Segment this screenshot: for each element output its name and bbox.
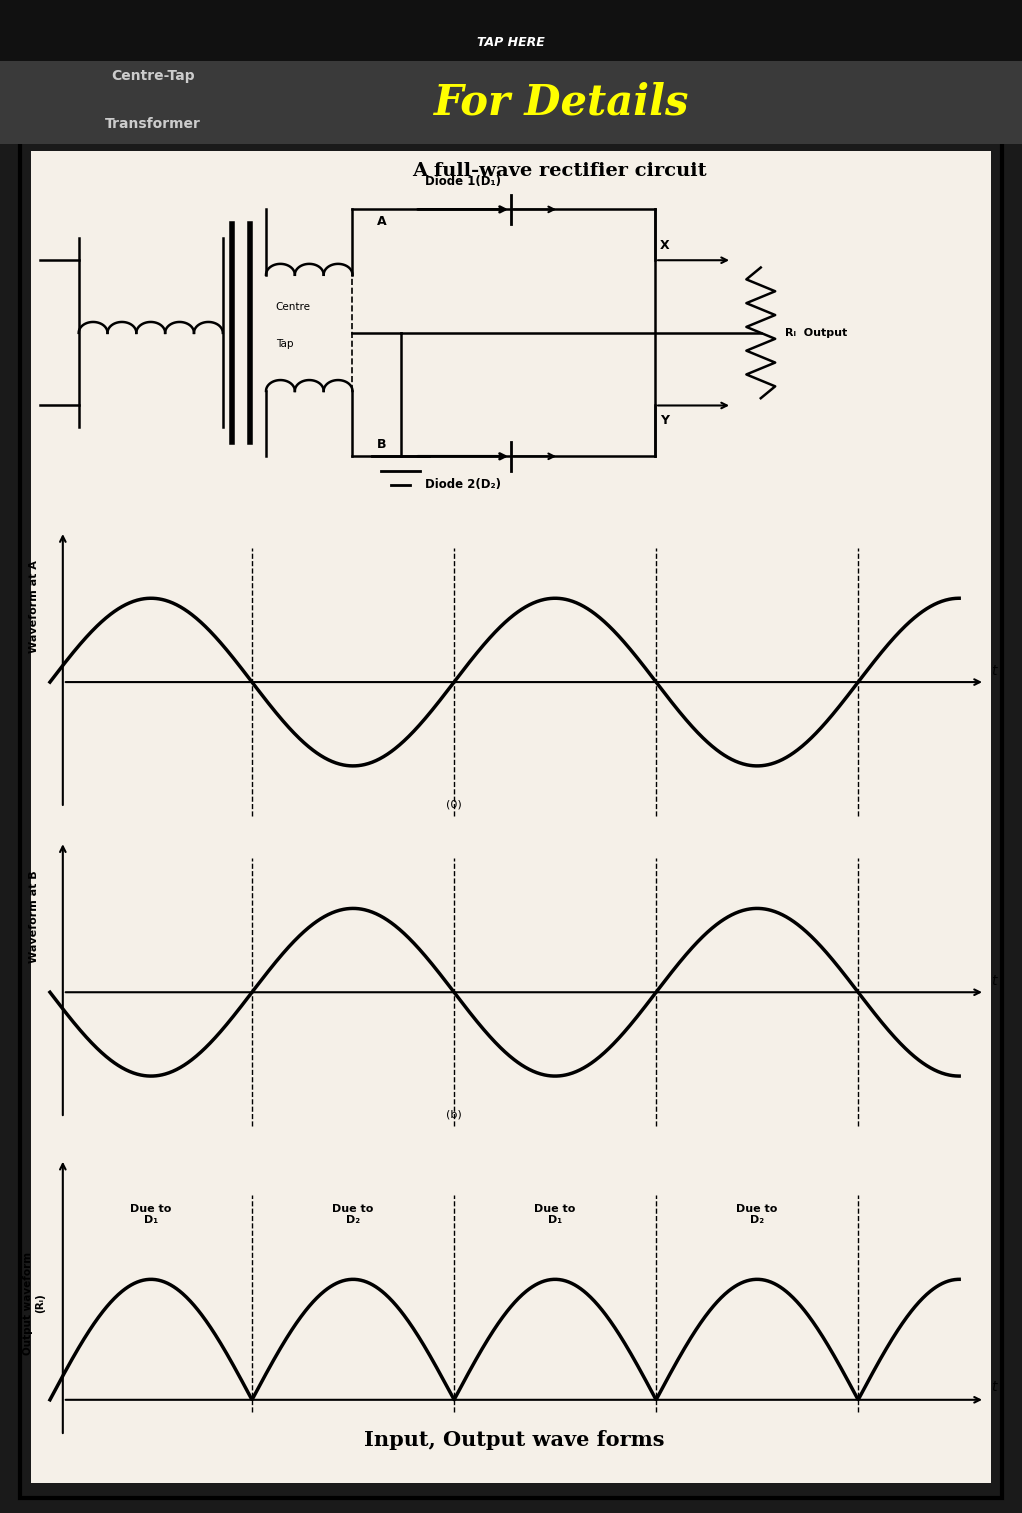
Text: For Details: For Details	[434, 82, 690, 124]
Text: Due to
D₂: Due to D₂	[737, 1203, 778, 1226]
Text: Y: Y	[660, 415, 669, 427]
Text: (b): (b)	[447, 1111, 462, 1120]
Text: A full-wave rectifier circuit: A full-wave rectifier circuit	[412, 162, 706, 180]
Text: Waveform at B: Waveform at B	[29, 870, 39, 964]
Text: t: t	[991, 1380, 996, 1393]
Text: Transformer: Transformer	[105, 117, 201, 132]
Bar	[31, 151, 991, 1483]
Text: t: t	[991, 664, 996, 678]
Text: A: A	[376, 215, 386, 228]
Text: Centre: Centre	[276, 303, 311, 313]
Text: Input, Output wave forms: Input, Output wave forms	[365, 1430, 665, 1451]
Text: TAP HERE: TAP HERE	[477, 36, 545, 48]
Text: Due to
D₁: Due to D₁	[130, 1203, 172, 1226]
Text: B: B	[376, 437, 386, 451]
Text: t: t	[991, 974, 996, 988]
Bar	[0, 0, 1022, 144]
Bar	[0, 0, 1022, 61]
Text: Diode 2(D₂): Diode 2(D₂)	[425, 478, 501, 492]
Text: Due to
D₂: Due to D₂	[332, 1203, 374, 1226]
Text: Rₗ  Output: Rₗ Output	[785, 328, 847, 337]
Text: X: X	[660, 239, 669, 251]
Text: Centre-Tap: Centre-Tap	[111, 68, 195, 83]
Text: Tap: Tap	[276, 339, 293, 350]
Text: Waveform at A: Waveform at A	[29, 560, 39, 654]
Text: Diode 1(D₁): Diode 1(D₁)	[425, 174, 501, 188]
Text: Due to
D₁: Due to D₁	[535, 1203, 575, 1226]
Text: Output waveform
(Rₗ): Output waveform (Rₗ)	[24, 1251, 45, 1356]
Text: (0): (0)	[447, 800, 462, 809]
